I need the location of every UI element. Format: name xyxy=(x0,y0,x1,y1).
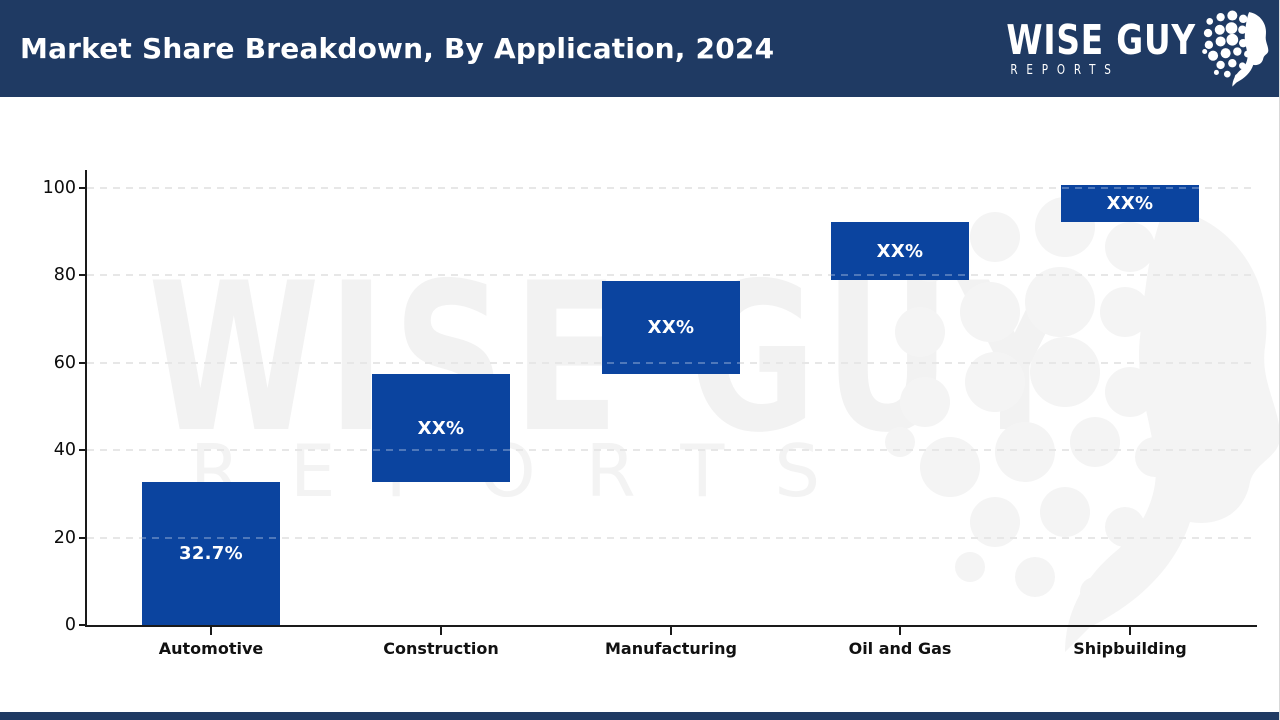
x-axis-tick-3 xyxy=(899,627,901,635)
y-axis-label-40: 40 xyxy=(53,440,76,461)
bar-value-label: XX% xyxy=(647,317,695,339)
gridline-overlay-20 xyxy=(87,536,1257,539)
y-axis-label-20: 20 xyxy=(53,527,76,548)
x-axis-line xyxy=(85,625,1257,627)
category-label-manufacturing: Manufacturing xyxy=(605,639,737,658)
bar-construction: XX% xyxy=(372,374,510,483)
gridline-80 xyxy=(87,274,1257,277)
bar-value-label: XX% xyxy=(417,417,465,439)
footer-bar xyxy=(0,712,1279,720)
y-axis-tick-100 xyxy=(79,187,86,189)
y-axis-tick-20 xyxy=(79,536,86,539)
gridline-overlay-60 xyxy=(87,361,1257,364)
x-axis-tick-4 xyxy=(1129,627,1131,635)
brand-name: WISE GUY xyxy=(1006,16,1196,64)
gridline-overlay-40 xyxy=(87,449,1257,452)
bar-value-label: XX% xyxy=(1106,193,1154,214)
gridline-overlay-100 xyxy=(87,187,1257,189)
brand-logo: WISE GUY REPORTS xyxy=(959,7,1270,91)
bar-shipbuilding: XX% xyxy=(1061,184,1199,223)
page-title: Market Share Breakdown, By Application, … xyxy=(20,32,775,65)
y-axis-label-80: 80 xyxy=(53,265,76,286)
bar-value-label: 32.7% xyxy=(179,543,243,565)
y-axis-tick-40 xyxy=(79,449,86,452)
y-axis-line xyxy=(85,170,87,627)
brand-logo-text: WISE GUY REPORTS xyxy=(1006,16,1196,78)
gridline-20 xyxy=(87,536,1257,539)
gridline-overlay-80 xyxy=(87,274,1257,277)
y-axis-tick-0 xyxy=(79,624,86,626)
x-axis-tick-1 xyxy=(440,627,442,635)
brand-face-icon xyxy=(1202,9,1269,87)
x-axis-tick-2 xyxy=(670,627,672,635)
category-label-construction: Construction xyxy=(383,639,499,658)
gridline-100 xyxy=(87,187,1257,189)
y-axis-label-0: 0 xyxy=(64,615,76,635)
bar-automotive: 32.7% xyxy=(142,482,280,625)
bar-oil-and-gas: XX% xyxy=(831,222,969,281)
header-bar: Market Share Breakdown, By Application, … xyxy=(0,0,1279,97)
category-label-shipbuilding: Shipbuilding xyxy=(1073,639,1187,658)
bar-manufacturing: XX% xyxy=(602,281,740,375)
bar-value-label: XX% xyxy=(876,240,924,262)
category-label-automotive: Automotive xyxy=(158,639,264,658)
gridline-40 xyxy=(87,449,1257,452)
y-axis-tick-80 xyxy=(79,274,86,277)
y-axis-tick-60 xyxy=(79,361,86,364)
y-axis-label-60: 60 xyxy=(53,352,76,373)
category-label-oil-and-gas: Oil and Gas xyxy=(848,639,952,658)
brand-subname: REPORTS xyxy=(1010,63,1120,78)
y-axis-label-100: 100 xyxy=(42,178,76,198)
x-axis-tick-0 xyxy=(210,627,212,635)
